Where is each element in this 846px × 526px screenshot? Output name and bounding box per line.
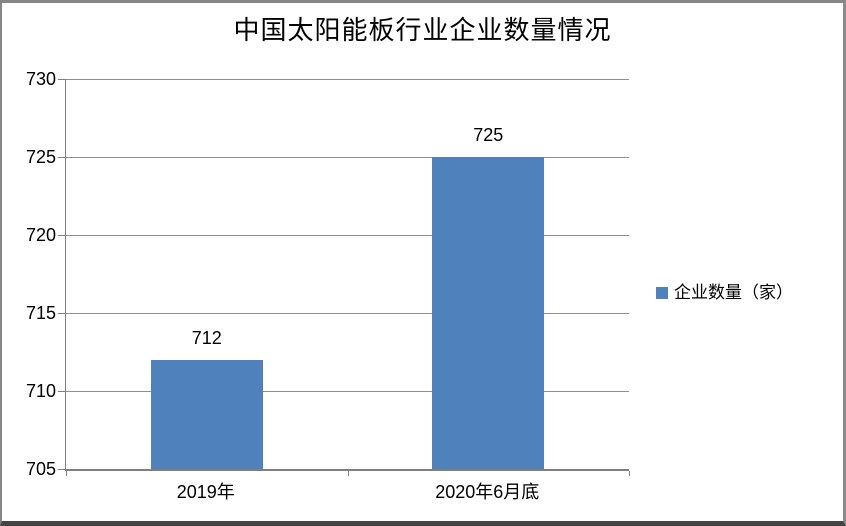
bar-value-label: 725	[473, 125, 504, 145]
bar-value-label: 712	[191, 327, 222, 348]
bar	[150, 359, 263, 469]
y-axis-tick-label: 705	[25, 459, 56, 479]
x-axis-labels: 2019年 2020年6月底	[65, 471, 628, 505]
y-axis-tick	[58, 235, 66, 236]
y-axis-tick	[58, 79, 66, 80]
gridline	[66, 79, 629, 80]
chart-title: 中国太阳能板行业企业数量情况	[233, 16, 612, 46]
x-axis-tick	[347, 471, 349, 476]
legend: 企业数量（家）	[656, 283, 793, 303]
y-axis-tick-label: 720	[25, 225, 56, 245]
y-axis-tick	[58, 391, 66, 392]
legend-marker-icon	[656, 287, 668, 299]
x-axis-category-label: 2020年6月底	[435, 482, 540, 502]
bar	[432, 157, 545, 469]
y-axis-tick-label: 730	[25, 69, 56, 89]
gridline	[66, 157, 629, 158]
x-axis-category-label: 2019年	[176, 482, 235, 502]
gridline	[66, 391, 629, 392]
legend-label: 企业数量（家）	[674, 283, 793, 303]
y-axis-tick	[58, 157, 66, 158]
y-axis-tick-label: 715	[25, 303, 56, 323]
y-axis-tick	[58, 469, 66, 470]
plot-area: 712 725	[58, 79, 630, 476]
y-axis-tick	[58, 313, 66, 314]
y-axis-labels: 705 710 715 720 725 730	[2, 69, 56, 479]
gridline	[66, 235, 629, 236]
y-axis-tick-label: 725	[25, 147, 56, 167]
x-axis-tick	[629, 471, 630, 476]
gridline	[66, 313, 629, 314]
x-axis-tick	[66, 471, 67, 476]
y-axis-tick-label: 710	[25, 381, 56, 401]
